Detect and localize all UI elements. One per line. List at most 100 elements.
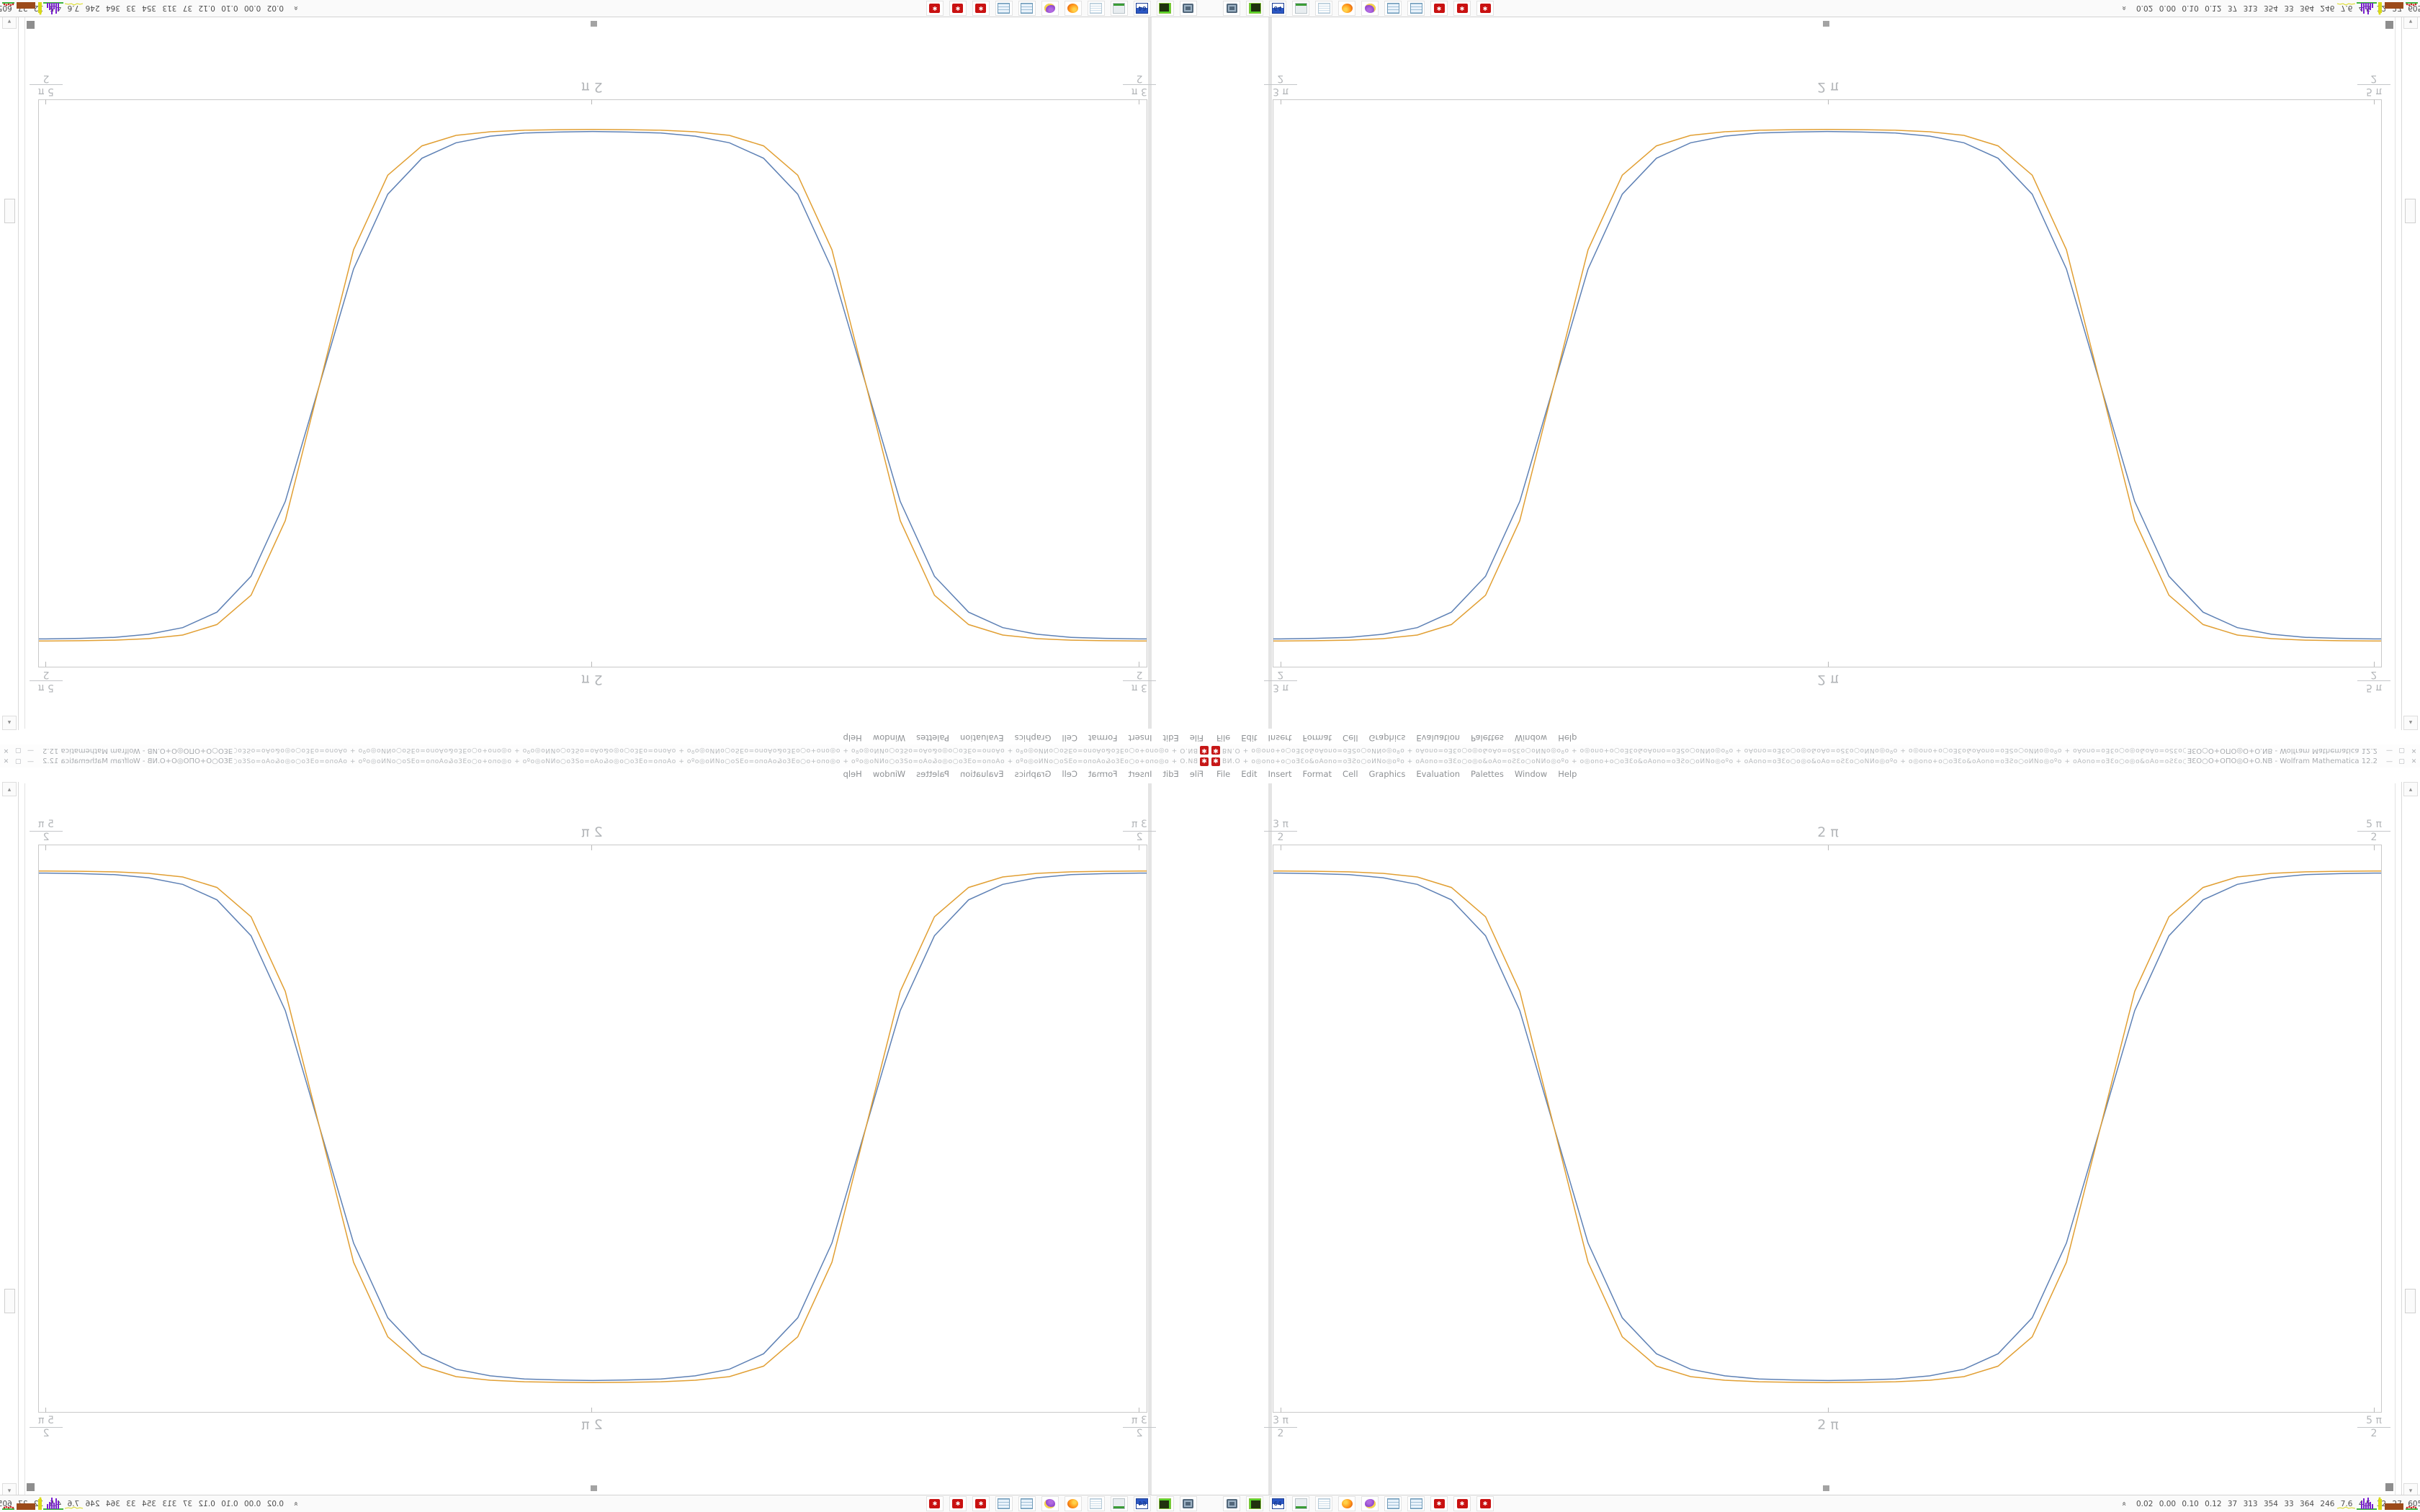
- mathematica-spikey-icon[interactable]: ✱: [1453, 1496, 1471, 1511]
- menu-item-edit[interactable]: Edit: [1241, 733, 1258, 743]
- terminal-icon[interactable]: [1407, 1, 1425, 16]
- collapse-chevron-icon[interactable]: «: [291, 1501, 301, 1506]
- window-titlebar[interactable]: ✱ BИ.O + o◎ono+o○oƎƐo&oAono=oƎƧo○oИNo◎oº…: [0, 756, 1210, 768]
- floppy-disk-icon[interactable]: 64: [1269, 1496, 1286, 1511]
- menu-item-evaluation[interactable]: Evaluation: [1416, 769, 1461, 779]
- menu-item-file[interactable]: File: [1216, 733, 1231, 743]
- green-terminal-icon[interactable]: [1157, 1, 1174, 16]
- resource-monitor-icon[interactable]: [1111, 1496, 1128, 1511]
- scrollbar[interactable]: ▴ ▾: [2401, 14, 2419, 730]
- menu-item-file[interactable]: File: [1189, 769, 1204, 779]
- menu-item-insert[interactable]: Insert: [1128, 769, 1152, 779]
- purple-app-icon[interactable]: [1041, 1496, 1059, 1511]
- window-handle[interactable]: [1823, 1485, 1829, 1491]
- menu-item-window[interactable]: Window: [872, 733, 906, 743]
- mathematica-spikey-icon[interactable]: ✱: [972, 1, 990, 16]
- resize-grip[interactable]: [2385, 21, 2393, 29]
- window-titlebar[interactable]: ✱ BИ.O + o◎ono+o○oƎƐo&oAono=oƎƧo○oИNo◎oº…: [1210, 756, 2420, 768]
- window-handle[interactable]: [591, 21, 597, 27]
- menu-item-window[interactable]: Window: [1514, 733, 1548, 743]
- menu-item-file[interactable]: File: [1189, 733, 1204, 743]
- menu-item-help[interactable]: Help: [843, 769, 862, 779]
- menu-item-palettes[interactable]: Palettes: [1471, 733, 1504, 743]
- mathematica-spikey-icon[interactable]: ✱: [972, 1496, 990, 1511]
- menu-item-window[interactable]: Window: [1514, 769, 1548, 779]
- notepad-icon[interactable]: [1315, 1, 1332, 16]
- menu-item-evaluation[interactable]: Evaluation: [1416, 733, 1461, 743]
- mathematica-spikey-icon[interactable]: ✱: [1476, 1496, 1494, 1511]
- notepad-icon[interactable]: [1088, 1, 1105, 16]
- menu-item-edit[interactable]: Edit: [1162, 733, 1179, 743]
- menu-item-window[interactable]: Window: [872, 769, 906, 779]
- scrollbar-thumb[interactable]: [2405, 1289, 2416, 1313]
- floppy-disk-icon[interactable]: 64: [1269, 1, 1286, 16]
- close-button[interactable]: ✕: [3, 758, 9, 765]
- notepad-icon[interactable]: [1088, 1496, 1105, 1511]
- minimize-button[interactable]: —: [2386, 747, 2393, 754]
- close-button[interactable]: ✕: [3, 747, 9, 754]
- resource-monitor-icon[interactable]: [1292, 1, 1309, 16]
- maximize-button[interactable]: ▢: [2398, 758, 2405, 765]
- maximize-button[interactable]: ▢: [15, 758, 22, 765]
- resource-monitor-icon[interactable]: [1111, 1, 1128, 16]
- menu-item-evaluation[interactable]: Evaluation: [959, 733, 1004, 743]
- menu-item-graphics[interactable]: Graphics: [1368, 769, 1406, 779]
- mathematica-spikey-icon[interactable]: ✱: [1453, 1, 1471, 16]
- terminal-icon[interactable]: [1018, 1, 1036, 16]
- close-button[interactable]: ✕: [2411, 747, 2417, 754]
- scrollbar[interactable]: ▴ ▾: [1, 782, 19, 1498]
- mathematica-spikey-icon[interactable]: ✱: [926, 1496, 944, 1511]
- window-titlebar[interactable]: ✱ BИ.O + o◎ono+o○oƎƐo&oAono=oƎƧo○oИNo◎oº…: [1210, 744, 2420, 756]
- scrollbar[interactable]: ▴ ▾: [2401, 782, 2419, 1498]
- system-monitor-icon[interactable]: [1180, 1496, 1197, 1511]
- menu-item-help[interactable]: Help: [1558, 733, 1577, 743]
- scroll-up-button[interactable]: ▴: [2403, 716, 2418, 730]
- notepad-icon[interactable]: [1315, 1496, 1332, 1511]
- menu-item-cell[interactable]: Cell: [1343, 733, 1358, 743]
- menu-item-insert[interactable]: Insert: [1268, 769, 1292, 779]
- firefox-icon[interactable]: [1065, 1496, 1082, 1511]
- menu-item-insert[interactable]: Insert: [1128, 733, 1152, 743]
- terminal-icon[interactable]: [1018, 1496, 1036, 1511]
- window-handle[interactable]: [1823, 21, 1829, 27]
- minimize-button[interactable]: —: [27, 747, 34, 754]
- green-terminal-icon[interactable]: [1246, 1, 1263, 16]
- menu-item-help[interactable]: Help: [1558, 769, 1577, 779]
- menu-item-format[interactable]: Format: [1302, 769, 1332, 779]
- menu-item-palettes[interactable]: Palettes: [916, 769, 949, 779]
- terminal-icon[interactable]: [995, 1, 1013, 16]
- resize-grip[interactable]: [27, 1483, 35, 1491]
- system-monitor-icon[interactable]: [1223, 1496, 1240, 1511]
- menu-item-format[interactable]: Format: [1302, 733, 1332, 743]
- menu-item-cell[interactable]: Cell: [1062, 733, 1077, 743]
- scrollbar-thumb[interactable]: [2405, 199, 2416, 223]
- minimize-button[interactable]: —: [27, 758, 34, 765]
- menu-item-edit[interactable]: Edit: [1162, 769, 1179, 779]
- menu-item-insert[interactable]: Insert: [1268, 733, 1292, 743]
- resource-monitor-icon[interactable]: [1292, 1496, 1309, 1511]
- green-terminal-icon[interactable]: [1157, 1496, 1174, 1511]
- mathematica-spikey-icon[interactable]: ✱: [1476, 1, 1494, 16]
- purple-app-icon[interactable]: [1361, 1496, 1379, 1511]
- mathematica-spikey-icon[interactable]: ✱: [926, 1, 944, 16]
- system-monitor-icon[interactable]: [1180, 1, 1197, 16]
- menu-item-graphics[interactable]: Graphics: [1014, 769, 1052, 779]
- scrollbar[interactable]: ▴ ▾: [1, 14, 19, 730]
- resize-grip[interactable]: [27, 21, 35, 29]
- purple-app-icon[interactable]: [1361, 1, 1379, 16]
- close-button[interactable]: ✕: [2411, 758, 2417, 765]
- scrollbar-thumb[interactable]: [4, 1289, 15, 1313]
- firefox-icon[interactable]: [1338, 1, 1355, 16]
- mathematica-spikey-icon[interactable]: ✱: [949, 1, 967, 16]
- terminal-icon[interactable]: [995, 1496, 1013, 1511]
- menu-item-format[interactable]: Format: [1088, 733, 1118, 743]
- resize-grip[interactable]: [2385, 1483, 2393, 1491]
- mathematica-spikey-icon[interactable]: ✱: [949, 1496, 967, 1511]
- menu-item-help[interactable]: Help: [843, 733, 862, 743]
- window-titlebar[interactable]: ✱ BИ.O + o◎ono+o○oƎƐo&oAono=oƎƧo○oИNo◎oº…: [0, 744, 1210, 756]
- minimize-button[interactable]: —: [2386, 758, 2393, 765]
- scroll-up-button[interactable]: ▴: [2, 782, 17, 796]
- scrollbar-thumb[interactable]: [4, 199, 15, 223]
- menu-item-palettes[interactable]: Palettes: [916, 733, 949, 743]
- scroll-up-button[interactable]: ▴: [2403, 782, 2418, 796]
